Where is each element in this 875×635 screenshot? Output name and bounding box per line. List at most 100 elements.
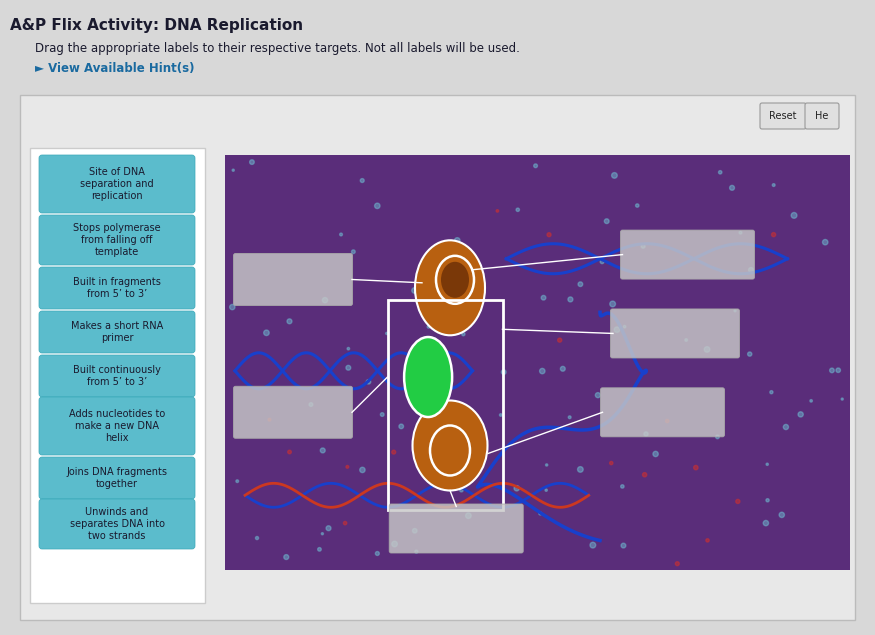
FancyBboxPatch shape xyxy=(600,388,724,437)
Point xyxy=(461,511,475,521)
Point xyxy=(710,432,724,442)
Point xyxy=(573,279,587,290)
Point xyxy=(454,485,468,495)
Point xyxy=(586,540,600,550)
Point xyxy=(648,449,662,459)
Point xyxy=(225,302,239,312)
Text: Site of DNA
separation and
replication: Site of DNA separation and replication xyxy=(80,168,154,201)
Point xyxy=(283,447,297,457)
Point xyxy=(731,497,745,507)
Point xyxy=(744,265,758,275)
Point xyxy=(422,322,436,332)
FancyBboxPatch shape xyxy=(234,386,353,438)
Point xyxy=(725,183,739,193)
Point xyxy=(370,549,384,559)
Point xyxy=(766,180,780,190)
Point xyxy=(556,364,570,374)
Point xyxy=(341,363,355,373)
Point xyxy=(630,201,644,211)
Point xyxy=(262,415,276,425)
Ellipse shape xyxy=(415,240,485,335)
FancyBboxPatch shape xyxy=(611,309,739,358)
Point xyxy=(591,390,605,400)
Point xyxy=(316,445,330,455)
Point xyxy=(395,421,409,431)
Bar xyxy=(225,155,850,570)
Point xyxy=(679,335,693,345)
Point xyxy=(636,241,650,251)
Point xyxy=(497,367,511,377)
Point xyxy=(760,459,774,469)
Point xyxy=(639,429,653,439)
Point xyxy=(831,365,845,375)
Point xyxy=(701,535,715,545)
Point xyxy=(700,344,714,354)
FancyBboxPatch shape xyxy=(39,457,195,499)
Point xyxy=(536,366,550,376)
Point xyxy=(743,349,757,359)
Point xyxy=(375,410,389,420)
FancyBboxPatch shape xyxy=(389,504,523,553)
Text: He: He xyxy=(816,111,829,121)
Point xyxy=(794,410,808,420)
Point xyxy=(670,559,684,569)
Text: Built in fragments
from 5’ to 3’: Built in fragments from 5’ to 3’ xyxy=(74,277,161,299)
Point xyxy=(408,526,422,536)
Point xyxy=(787,210,801,220)
Text: Reset: Reset xyxy=(769,111,797,121)
Point xyxy=(533,509,547,519)
Point xyxy=(553,335,567,345)
Text: Joins DNA fragments
together: Joins DNA fragments together xyxy=(66,467,167,489)
Point xyxy=(380,328,394,338)
Text: Unwinds and
separates DNA into
two strands: Unwinds and separates DNA into two stran… xyxy=(69,507,164,540)
Point xyxy=(616,540,630,551)
Ellipse shape xyxy=(441,262,469,298)
Text: Stops polymerase
from falling off
template: Stops polymerase from falling off templa… xyxy=(74,224,161,257)
Point xyxy=(408,285,422,295)
Text: Adds nucleotides to
make a new DNA
helix: Adds nucleotides to make a new DNA helix xyxy=(69,410,165,443)
Point xyxy=(304,399,318,410)
FancyBboxPatch shape xyxy=(39,155,195,213)
FancyBboxPatch shape xyxy=(39,311,195,353)
Point xyxy=(312,544,326,554)
Point xyxy=(733,227,747,237)
Bar xyxy=(20,95,855,620)
Point xyxy=(340,462,354,472)
Point xyxy=(445,456,459,466)
Point xyxy=(605,458,619,468)
Point xyxy=(599,216,613,226)
Point xyxy=(774,510,788,520)
Text: A&P Flix Activity: DNA Replication: A&P Flix Activity: DNA Replication xyxy=(10,18,303,33)
Point xyxy=(451,236,465,246)
Point xyxy=(661,416,675,426)
Point xyxy=(542,230,556,240)
Point xyxy=(713,167,727,177)
Point xyxy=(573,464,587,474)
FancyBboxPatch shape xyxy=(805,103,839,129)
Point xyxy=(457,329,471,339)
Point xyxy=(388,539,402,549)
Point xyxy=(539,485,553,495)
Point xyxy=(606,299,620,309)
Point xyxy=(638,470,652,480)
Point xyxy=(511,204,525,215)
FancyBboxPatch shape xyxy=(39,267,195,309)
Point xyxy=(540,460,554,470)
Text: Drag the appropriate labels to their respective targets. Not all labels will be : Drag the appropriate labels to their res… xyxy=(35,42,520,55)
Point xyxy=(454,479,468,489)
Point xyxy=(245,157,259,167)
Point xyxy=(728,305,742,316)
Point xyxy=(607,170,621,180)
Point xyxy=(490,206,504,216)
Point xyxy=(528,161,542,171)
Point xyxy=(471,290,485,300)
Point xyxy=(341,344,355,354)
Point xyxy=(760,495,774,505)
Point xyxy=(410,547,423,557)
Point xyxy=(361,377,375,387)
Point xyxy=(260,328,274,338)
Point xyxy=(615,481,629,491)
Point xyxy=(315,529,329,539)
Point xyxy=(610,324,624,335)
Point xyxy=(836,394,850,404)
